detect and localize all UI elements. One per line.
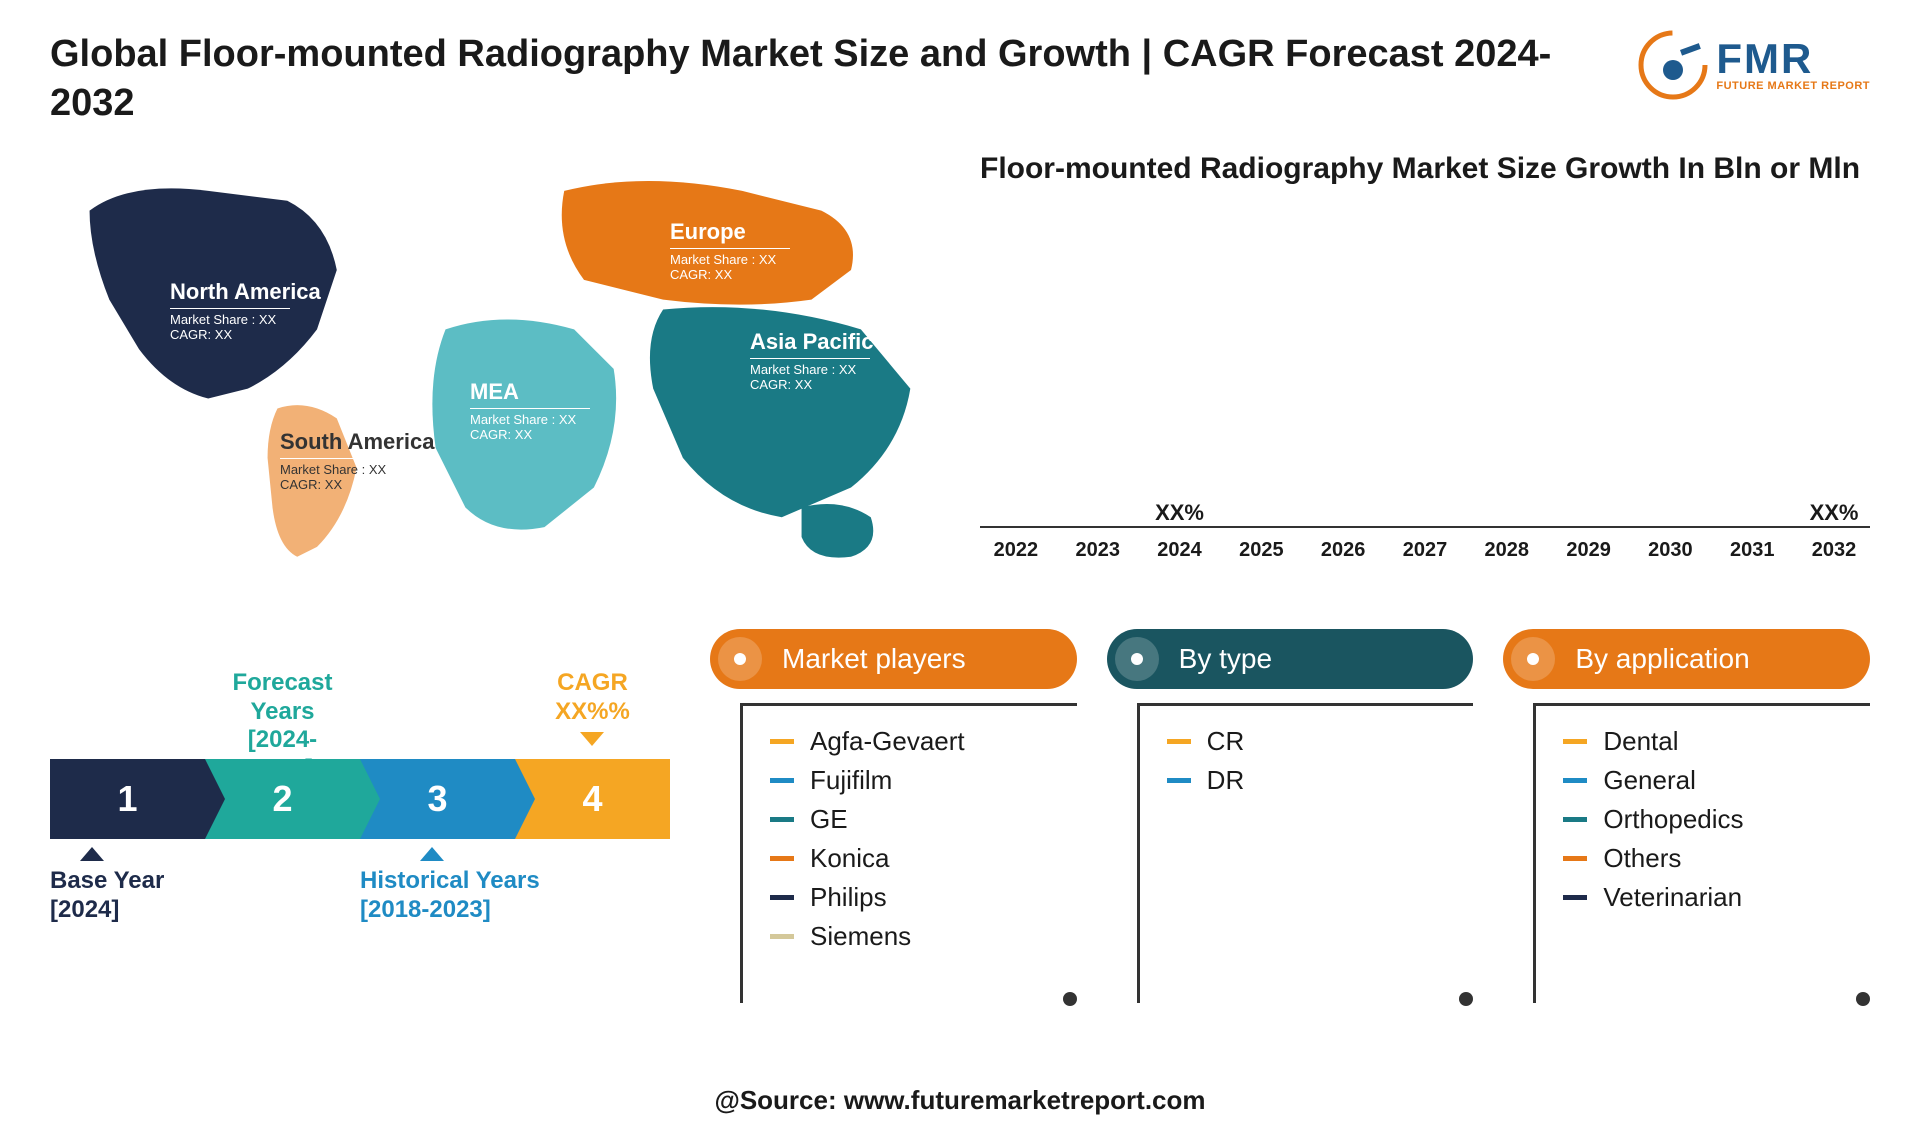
segment-item: Philips [770,882,1077,913]
segment-item: Siemens [770,921,1077,952]
segment-item: Veterinarian [1563,882,1870,913]
timeline-segment: 3 [360,759,515,839]
logo: FMR FUTURE MARKET REPORT [1638,30,1870,100]
segment-item: Orthopedics [1563,804,1870,835]
timeline: Forecast Years[2024-2032]CAGRXX%% 1234 B… [50,629,670,967]
timeline-segment: 1 [50,759,205,839]
header: Global Floor-mounted Radiography Market … [50,30,1870,129]
segment-column: By application Dental General Orthopedics Ot… [1503,629,1870,967]
segment-header: By type [1107,629,1474,689]
segment-column: Market players Agfa-Gevaert Fujifilm GE Koni… [710,629,1077,967]
logo-text-sub: FUTURE MARKET REPORT [1716,80,1870,92]
segment-item: Others [1563,843,1870,874]
segment-header: Market players [710,629,1077,689]
logo-text-main: FMR [1716,38,1870,80]
segment-item: Agfa-Gevaert [770,726,1077,757]
timeline-label-top: CAGRXX%% [527,669,657,747]
region-label: MEAMarket Share : XXCAGR: XX [470,379,590,442]
segment-item: General [1563,765,1870,796]
segment-item: Dental [1563,726,1870,757]
bar-chart: 20222023XX%20242025202620272028202920302… [980,208,1870,528]
world-map: North AmericaMarket Share : XXCAGR: XX So… [50,149,940,569]
timeline-label-bottom: Historical Years[2018-2023] [360,847,546,925]
growth-chart: Floor-mounted Radiography Market Size Gr… [980,149,1870,569]
region-label: South AmericaMarket Share : XXCAGR: XX [280,429,434,492]
timeline-segment: 4 [515,759,670,839]
segment-item: Fujifilm [770,765,1077,796]
segment-item: GE [770,804,1077,835]
page-title: Global Floor-mounted Radiography Market … [50,30,1600,129]
bottom-section: Forecast Years[2024-2032]CAGRXX%% 1234 B… [50,629,1870,967]
source-attribution: @Source: www.futuremarketreport.com [714,1085,1205,1116]
region-label: EuropeMarket Share : XXCAGR: XX [670,219,790,282]
timeline-segment: 2 [205,759,360,839]
main-row: North AmericaMarket Share : XXCAGR: XX So… [50,149,1870,569]
segment-column: By type CR DR [1107,629,1474,967]
segment-item: DR [1167,765,1474,796]
segment-item: CR [1167,726,1474,757]
segment-header: By application [1503,629,1870,689]
timeline-label-bottom: Base Year[2024] [50,847,236,925]
segment-item: Konica [770,843,1077,874]
chart-title: Floor-mounted Radiography Market Size Gr… [980,149,1870,188]
region-label: Asia PacificMarket Share : XXCAGR: XX [750,329,874,392]
segments: Market players Agfa-Gevaert Fujifilm GE Koni… [710,629,1870,967]
region-label: North AmericaMarket Share : XXCAGR: XX [170,279,321,342]
logo-icon [1638,30,1708,100]
